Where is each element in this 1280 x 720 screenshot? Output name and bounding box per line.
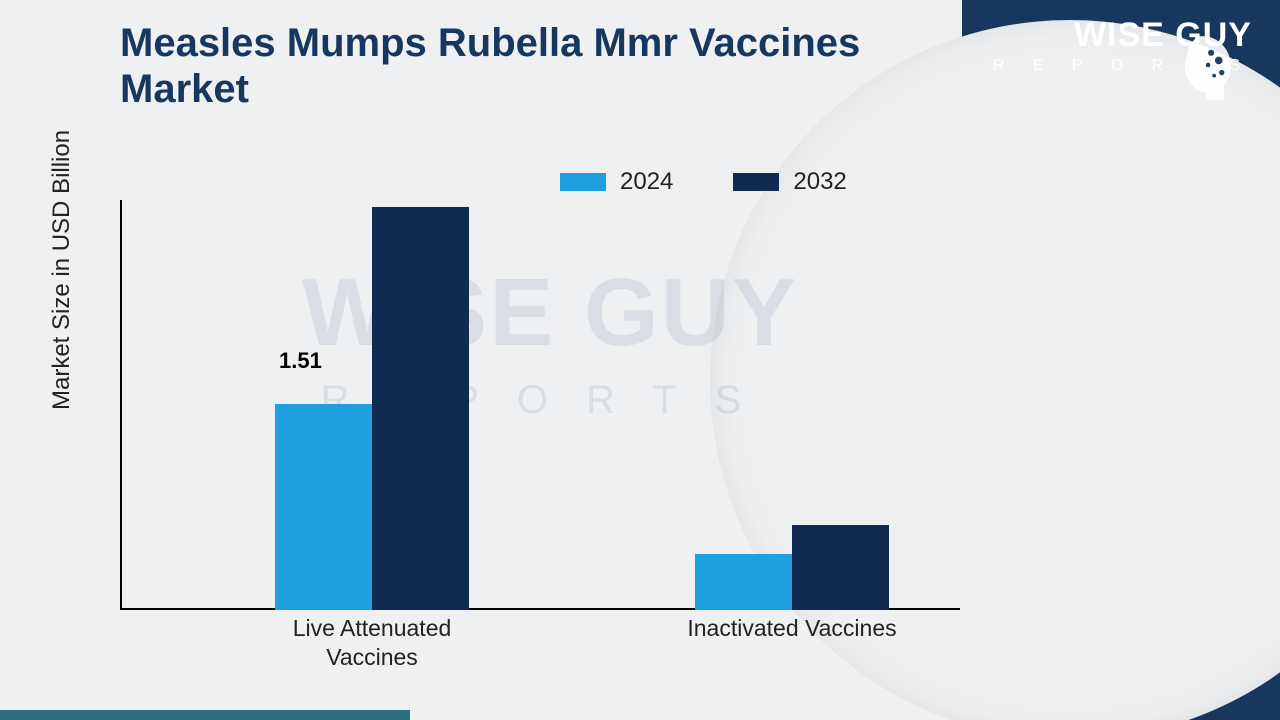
bar-value-label: 1.51 xyxy=(279,348,322,374)
bottom-accent-bar xyxy=(0,710,410,720)
category-label: Inactivated Vaccines xyxy=(665,614,919,643)
legend: 2024 2032 xyxy=(560,168,847,196)
chart-title: Measles Mumps Rubella Mmr Vaccines Marke… xyxy=(120,20,920,112)
logo-head-icon xyxy=(1164,30,1240,106)
bar xyxy=(792,525,889,610)
chart-canvas: WISE GUY REPORTS Measles Mumps Rubella M… xyxy=(0,0,1280,720)
legend-label-2032: 2032 xyxy=(793,168,846,196)
bar xyxy=(695,554,792,610)
brand-logo: WISE GUY R E P O R T S xyxy=(993,16,1252,75)
bar xyxy=(372,207,469,610)
bar xyxy=(275,404,372,610)
legend-swatch-2032 xyxy=(733,173,779,191)
legend-item-2032: 2032 xyxy=(733,168,846,196)
y-axis-label: Market Size in USD Billion xyxy=(48,130,76,410)
legend-item-2024: 2024 xyxy=(560,168,673,196)
category-label: Live Attenuated Vaccines xyxy=(245,614,499,672)
plot-area: Live Attenuated VaccinesInactivated Vacc… xyxy=(120,200,960,610)
legend-label-2024: 2024 xyxy=(620,168,673,196)
y-axis-line xyxy=(120,200,122,610)
legend-swatch-2024 xyxy=(560,173,606,191)
